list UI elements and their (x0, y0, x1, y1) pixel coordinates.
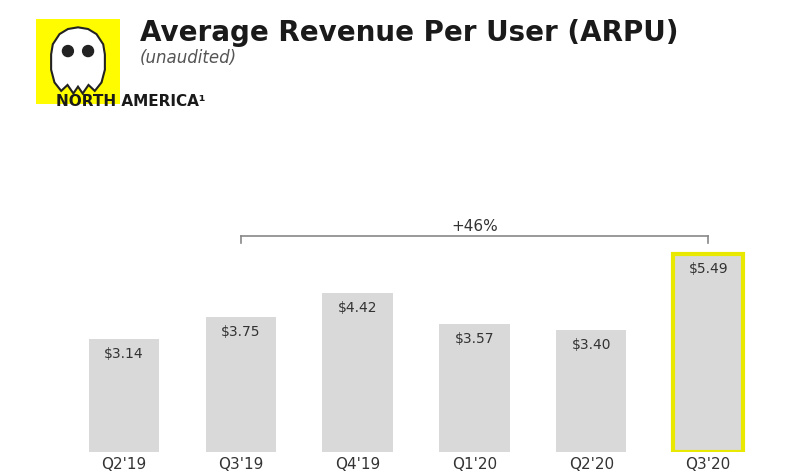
Text: (unaudited): (unaudited) (140, 49, 237, 67)
Text: $4.42: $4.42 (338, 301, 378, 315)
Bar (673, 254, 743, 452)
Text: Average Revenue Per User (ARPU): Average Revenue Per User (ARPU) (140, 19, 678, 47)
Bar (206, 317, 276, 452)
Text: $3.57: $3.57 (454, 332, 494, 346)
Circle shape (62, 46, 74, 57)
PathPatch shape (51, 27, 105, 93)
Text: $5.49: $5.49 (688, 262, 728, 276)
Text: NORTH AMERICA¹: NORTH AMERICA¹ (56, 94, 206, 109)
Bar (89, 339, 159, 452)
Bar (322, 293, 393, 452)
Text: +46%: +46% (451, 219, 498, 234)
Text: $3.75: $3.75 (221, 325, 261, 339)
Bar (556, 330, 626, 452)
Text: $3.40: $3.40 (571, 338, 611, 352)
Text: $3.14: $3.14 (104, 347, 144, 361)
Circle shape (82, 46, 94, 57)
Bar (439, 324, 510, 452)
